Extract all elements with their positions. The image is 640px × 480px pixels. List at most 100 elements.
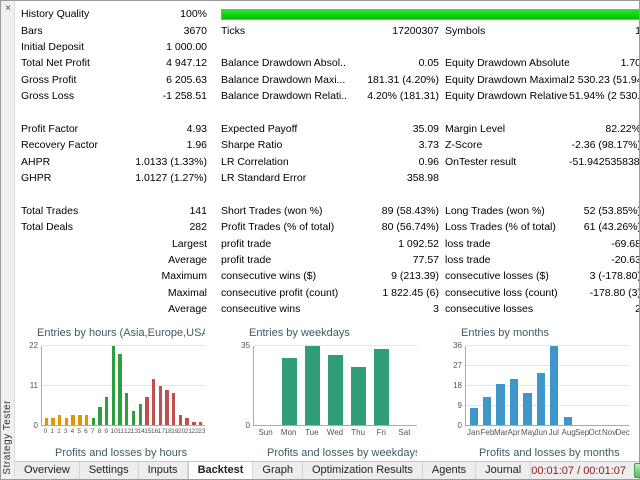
stat-label: Equity Drawdown Absolute — [445, 57, 569, 70]
bar — [51, 418, 55, 426]
stat-label-history-quality: History Quality — [21, 8, 90, 21]
stat-label: Loss Trades (% of total) — [445, 221, 556, 234]
x-tick-label: 15 — [144, 428, 152, 436]
gridline — [466, 365, 629, 367]
stat-label: Profit Factor — [21, 122, 79, 135]
tab-optimization-results[interactable]: Optimization Results — [303, 462, 423, 479]
y-axis: 0 11 22 — [23, 341, 41, 430]
bar — [496, 383, 505, 426]
tab-overview[interactable]: Overview — [15, 462, 80, 479]
stat-value: 17200307 — [392, 24, 439, 37]
bar — [104, 396, 109, 426]
stat-label: consecutive losses ($) — [445, 270, 549, 283]
x-tick-label: Nov — [602, 428, 617, 438]
bar — [563, 416, 572, 426]
stat-value: Average — [168, 254, 207, 267]
stat-value: 1.96 — [186, 139, 207, 152]
stat-value: 0.96 — [418, 155, 439, 168]
y-axis: 0 35 — [235, 341, 253, 430]
stat-value: 1 092.52 — [398, 237, 439, 250]
plot-area — [253, 345, 417, 427]
stat-label: consecutive loss (count) — [445, 286, 558, 299]
stat-label: Balance Drawdown Relati... — [221, 90, 347, 103]
y-axis: 0 9 18 27 36 — [447, 341, 465, 430]
chart-entries-by-months: Entries by months 0 9 18 27 36 Jan Feb Mar Apr May… — [447, 327, 630, 438]
tab-journal[interactable]: Journal — [476, 462, 532, 479]
progress-fill — [222, 9, 639, 19]
stat-value: -178.80 (3) — [589, 286, 639, 299]
stat-label: Symbols — [445, 24, 486, 37]
stat-value: 141 — [189, 204, 207, 217]
stat-label: loss trade — [445, 237, 491, 250]
start-button[interactable]: Start — [634, 463, 640, 478]
stat-value: 80 (56.74%) — [381, 221, 439, 234]
stat-value: -69.68 — [611, 237, 639, 250]
stat-label: loss trade — [445, 254, 491, 267]
y-tick-label: 35 — [241, 341, 250, 351]
profits-losses-chart-titles: Profits and losses by hours Profits and l… — [15, 437, 639, 459]
stat-label: Z-Score — [445, 139, 483, 152]
x-tick-label: 6 — [84, 428, 88, 436]
bar — [44, 418, 49, 426]
stat-value: 9 (213.39) — [391, 270, 439, 283]
tab-inputs[interactable]: Inputs — [139, 462, 188, 479]
stat-value: 282 — [189, 221, 207, 234]
stat-value: 2 530.23 (51.94%) — [569, 73, 639, 86]
x-tick-label: 4 — [70, 428, 75, 436]
tab-graph[interactable]: Graph — [253, 462, 303, 479]
bar — [172, 393, 176, 426]
plot-area — [465, 345, 629, 427]
stat-label: profit trade — [221, 237, 272, 250]
stat-label: profit trade — [221, 254, 272, 267]
y-tick-label: 22 — [29, 341, 38, 351]
gridline — [42, 384, 205, 386]
stat-label: Total Trades — [21, 204, 79, 217]
y-tick-label: 11 — [29, 381, 38, 391]
x-tick-label: 11 — [117, 428, 124, 436]
bar — [158, 385, 162, 426]
x-tick-label: 20 — [178, 428, 186, 436]
bar — [64, 418, 69, 426]
stat-value-history-quality: 100% — [180, 8, 207, 21]
bar — [165, 389, 169, 426]
stat-value: 1.0127 (1.27%) — [135, 172, 207, 185]
statistics-table: History Quality 100% Bars 3670 Ticks 172003… — [15, 1, 639, 317]
stat-value: 51.94% (2 530.23) — [569, 90, 639, 103]
bar — [78, 414, 82, 426]
tab-settings[interactable]: Settings — [80, 462, 139, 479]
bar — [145, 396, 149, 426]
x-tick-label: 3 — [63, 428, 68, 436]
bar — [483, 396, 492, 426]
x-tick-label: 10 — [110, 428, 118, 436]
x-tick-label: 1 — [50, 428, 54, 436]
strategy-tester-vertical-tab[interactable]: Strategy Tester — [2, 400, 13, 475]
chart-title: Profits and losses by months — [479, 447, 620, 460]
backtest-report: History Quality 100% Bars 3670 Ticks 172003… — [15, 1, 639, 461]
gridline — [466, 345, 629, 347]
x-tick-label: 14 — [137, 428, 145, 436]
stat-label: Balance Drawdown Maxi... — [221, 73, 346, 86]
bar — [111, 346, 116, 426]
x-tick-label: 0 — [43, 428, 48, 436]
stat-label: consecutive wins — [221, 303, 301, 316]
x-tick-label: 9 — [104, 428, 108, 436]
stat-value: -51.94253583811... — [569, 155, 639, 168]
stat-label: Equity Drawdown Maximal — [445, 73, 569, 86]
y-tick-label: 36 — [453, 341, 462, 351]
x-tick-label: Sun — [258, 428, 273, 438]
tab-agents[interactable]: Agents — [423, 462, 477, 479]
x-tick-label: 13 — [130, 428, 138, 436]
gridline — [466, 384, 629, 386]
close-icon[interactable]: × — [2, 2, 14, 14]
x-tick-label: 16 — [151, 428, 159, 436]
x-tick-label: Dec — [615, 428, 630, 438]
stat-value: 181.31 (4.20%) — [367, 73, 439, 86]
x-tick-label: 5 — [77, 428, 81, 436]
x-tick-label: 19 — [171, 428, 179, 436]
stat-value: 3 — [433, 303, 439, 316]
tab-backtest[interactable]: Backtest — [187, 462, 254, 479]
stat-label: Sharpe Ratio — [221, 139, 283, 152]
stat-label: consecutive losses — [445, 303, 534, 316]
stat-label: OnTester result — [445, 155, 517, 168]
bar — [178, 414, 183, 426]
